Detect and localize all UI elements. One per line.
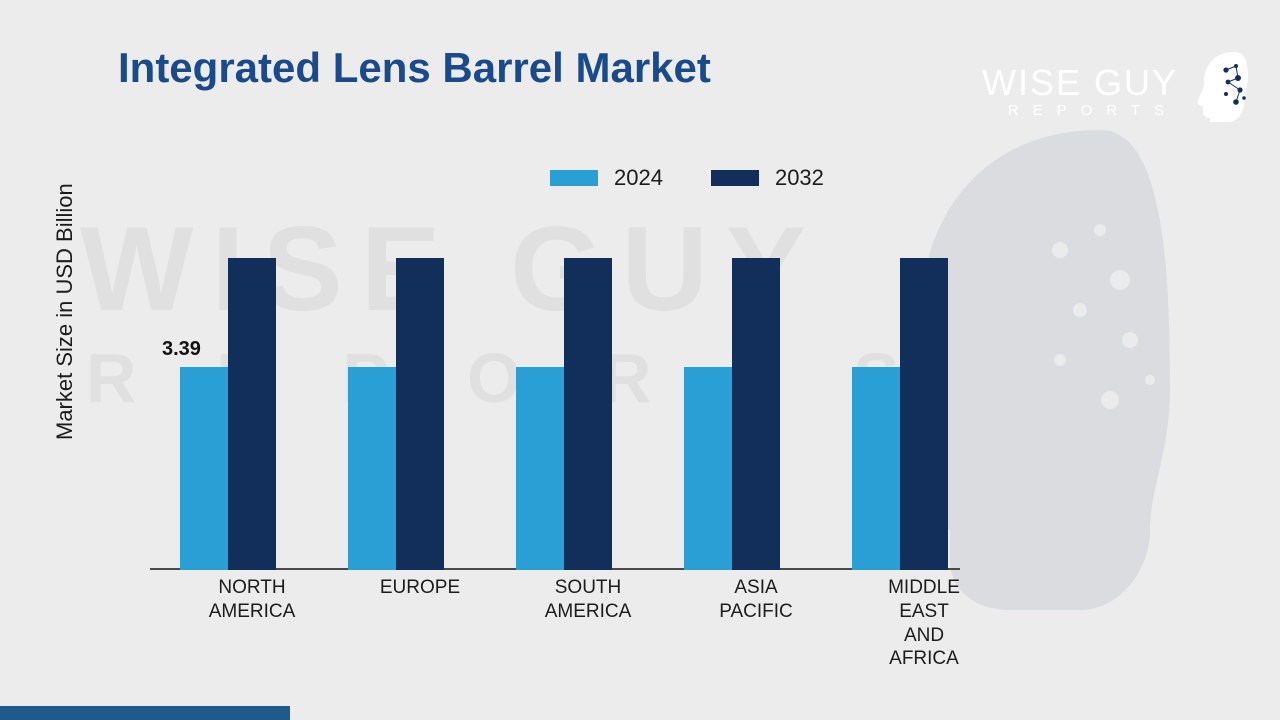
bar-group (180, 258, 276, 570)
bottom-accent-bar (0, 706, 290, 720)
bar-group (852, 258, 948, 570)
legend-label-2032: 2032 (775, 165, 824, 191)
brand-logo: WISE GUY REPORTS (966, 28, 1256, 128)
legend-item-2032: 2032 (711, 165, 824, 191)
legend-swatch-2024 (550, 170, 598, 186)
legend-item-2024: 2024 (550, 165, 663, 191)
category-label: SOUTHAMERICA (518, 576, 658, 624)
brand-name: WISE GUY (978, 62, 1178, 104)
bar-value-label: 3.39 (162, 338, 201, 361)
bar (348, 367, 396, 570)
bar-group (348, 258, 444, 570)
y-axis-label: Market Size in USD Billion (52, 183, 78, 440)
category-label: MIDDLEEASTANDAFRICA (854, 576, 994, 671)
bar (180, 367, 228, 570)
brand-sub: REPORTS (978, 102, 1178, 119)
bar (684, 367, 732, 570)
bar (852, 367, 900, 570)
legend-label-2024: 2024 (614, 165, 663, 191)
chart-title: Integrated Lens Barrel Market (118, 44, 711, 92)
bar (228, 258, 276, 570)
bar-group (516, 258, 612, 570)
bar (396, 258, 444, 570)
chart-area: Market Size in USD Billion 2024 2032 3.3… (60, 150, 960, 670)
legend-swatch-2032 (711, 170, 759, 186)
bar (516, 367, 564, 570)
category-label: EUROPE (350, 576, 490, 600)
bar (900, 258, 948, 570)
plot-area: 3.39 (150, 210, 960, 570)
brand-head-icon (1186, 48, 1256, 126)
stage: WISE GUY R E P O R T S WISE GUY REPORTS (0, 0, 1280, 720)
category-labels: NORTHAMERICA EUROPE SOUTHAMERICA ASIAPACIFI… (150, 570, 960, 690)
legend: 2024 2032 (550, 165, 824, 191)
bar (732, 258, 780, 570)
category-label: NORTHAMERICA (182, 576, 322, 624)
bar-group (684, 258, 780, 570)
bar (564, 258, 612, 570)
category-label: ASIAPACIFIC (686, 576, 826, 624)
